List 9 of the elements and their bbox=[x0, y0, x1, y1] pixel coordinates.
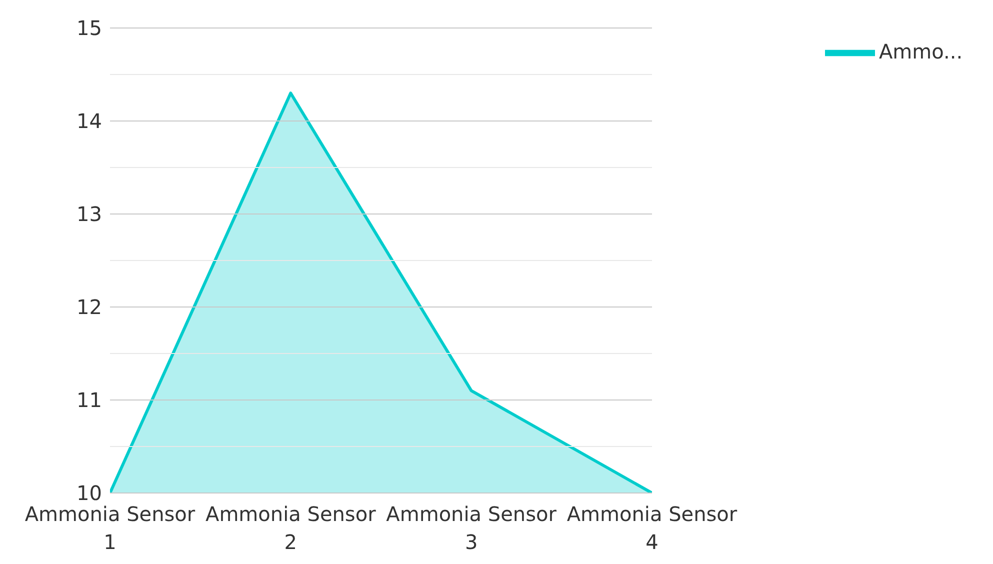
y-tick-label: 13 bbox=[76, 202, 102, 226]
legend-label: Ammo... bbox=[879, 39, 963, 64]
y-tick-label: 12 bbox=[76, 295, 102, 320]
y-tick-label: 11 bbox=[76, 388, 102, 412]
y-tick-label: 15 bbox=[76, 16, 102, 40]
x-tick-label: Ammonia Sensor 4 bbox=[566, 502, 738, 554]
x-tick-label: Ammonia Sensor 3 bbox=[386, 502, 558, 554]
y-tick-label: 14 bbox=[76, 109, 102, 134]
x-tick-label: Ammonia Sensor 2 bbox=[206, 502, 377, 554]
